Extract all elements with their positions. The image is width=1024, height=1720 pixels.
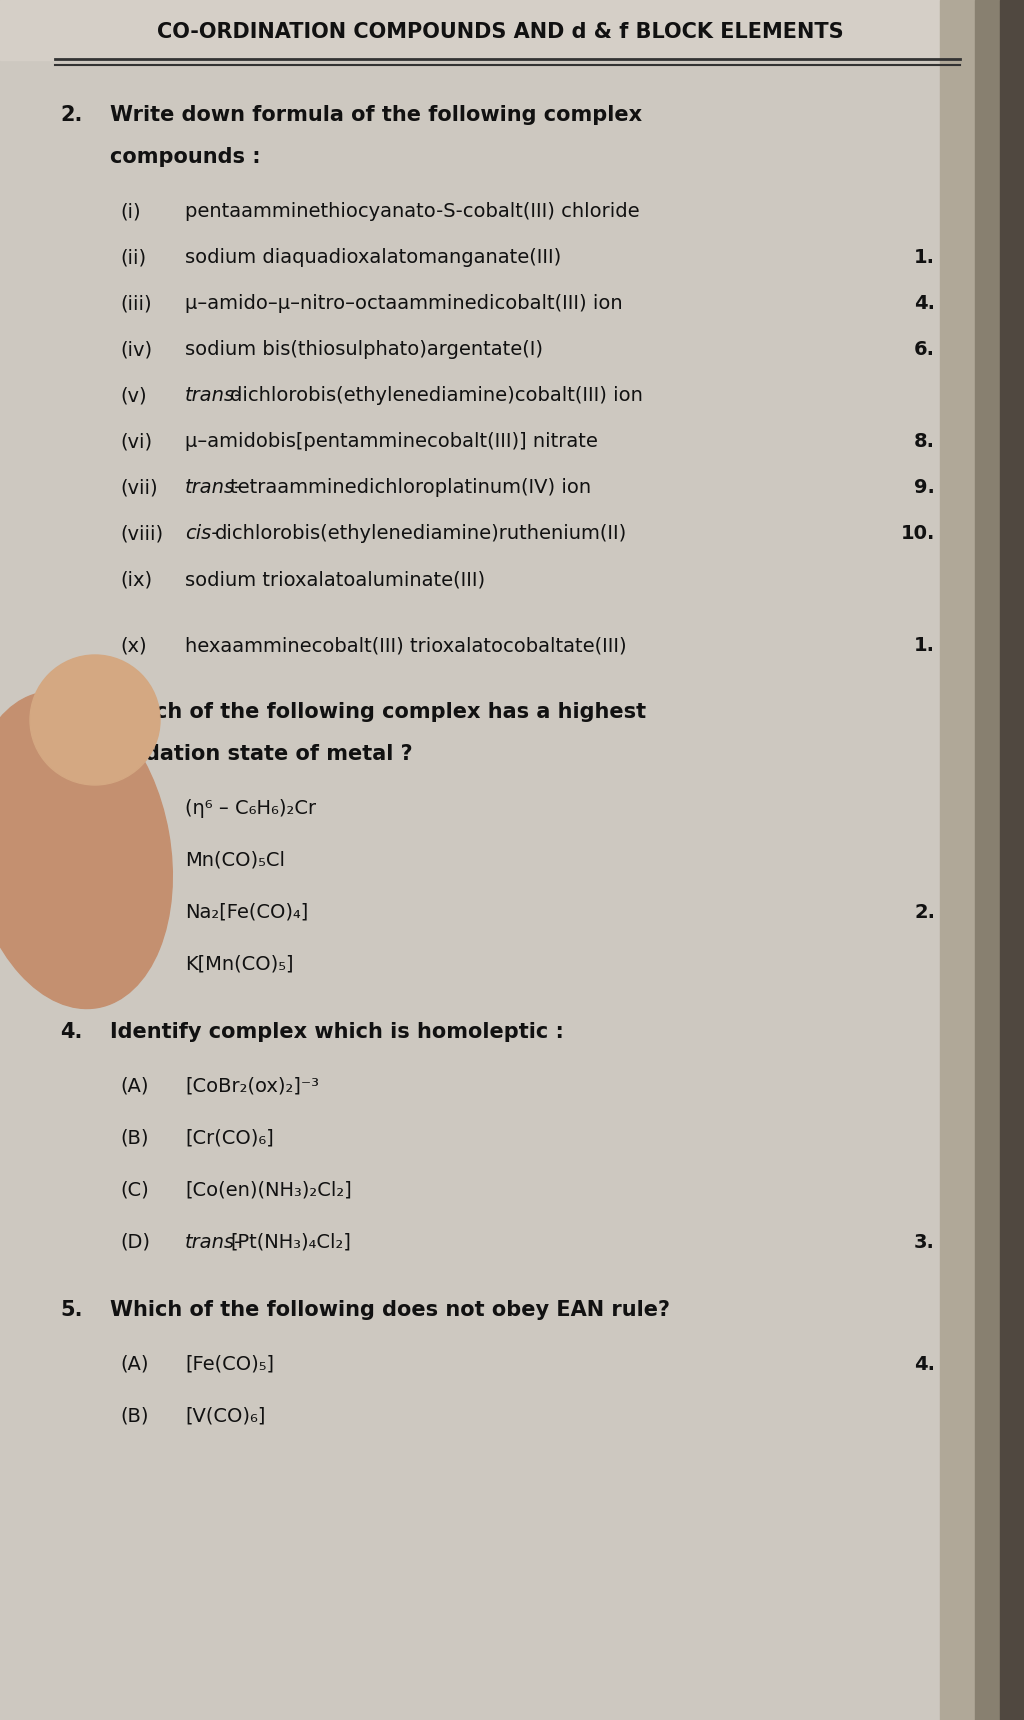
Text: [Co(en)(NH₃)₂Cl₂]: [Co(en)(NH₃)₂Cl₂] <box>185 1182 352 1201</box>
Text: Na₂[Fe(CO)₄]: Na₂[Fe(CO)₄] <box>185 903 308 922</box>
Text: Mn(CO)₅Cl: Mn(CO)₅Cl <box>185 851 285 870</box>
Text: cis-: cis- <box>185 525 218 544</box>
Text: (C): (C) <box>120 1182 148 1201</box>
Text: K[Mn(CO)₅]: K[Mn(CO)₅] <box>185 955 294 974</box>
Text: sodium bis(thiosulphato)argentate(I): sodium bis(thiosulphato)argentate(I) <box>185 341 543 359</box>
Bar <box>940 0 1024 1720</box>
Text: (A): (A) <box>120 1355 148 1374</box>
Text: [Cr(CO)₆]: [Cr(CO)₆] <box>185 1128 273 1147</box>
Text: 5.: 5. <box>60 1300 83 1319</box>
Text: 4.: 4. <box>914 1355 935 1374</box>
Text: Identify complex which is homoleptic :: Identify complex which is homoleptic : <box>110 1022 564 1042</box>
Text: (B): (B) <box>120 1128 148 1147</box>
Text: Which of the following does not obey EAN rule?: Which of the following does not obey EAN… <box>110 1300 670 1319</box>
Text: CO-ORDINATION COMPOUNDS AND d & f BLOCK ELEMENTS: CO-ORDINATION COMPOUNDS AND d & f BLOCK … <box>157 22 844 41</box>
Text: 3.: 3. <box>60 702 82 722</box>
Text: 10.: 10. <box>901 525 935 544</box>
Text: 6.: 6. <box>914 341 935 359</box>
Text: (ii): (ii) <box>120 248 146 267</box>
Text: sodium diaquadioxalatomanganate(III): sodium diaquadioxalatomanganate(III) <box>185 248 561 267</box>
Text: [Pt(NH₃)₄Cl₂]: [Pt(NH₃)₄Cl₂] <box>230 1233 351 1252</box>
Text: 2.: 2. <box>914 903 935 922</box>
Text: μ–amido–μ–nitro–octaamminedicobalt(III) ion: μ–amido–μ–nitro–octaamminedicobalt(III) … <box>185 294 623 313</box>
Text: 4.: 4. <box>914 294 935 313</box>
Text: hexaamminecobalt(III) trioxalatocobaltate(III): hexaamminecobalt(III) trioxalatocobaltat… <box>185 636 627 655</box>
Text: 4.: 4. <box>60 1022 82 1042</box>
Text: (iv): (iv) <box>120 341 153 359</box>
Text: dichlorobis(ethylenediamine)ruthenium(II): dichlorobis(ethylenediamine)ruthenium(II… <box>215 525 628 544</box>
Text: 8.: 8. <box>914 432 935 451</box>
Ellipse shape <box>30 655 160 784</box>
Bar <box>1000 0 1024 1720</box>
Text: 1.: 1. <box>914 636 935 655</box>
Text: (vii): (vii) <box>120 478 158 497</box>
Text: 1.: 1. <box>914 248 935 267</box>
Text: (x): (x) <box>120 636 146 655</box>
Text: (C): (C) <box>120 903 148 922</box>
Text: [Fe(CO)₅]: [Fe(CO)₅] <box>185 1355 274 1374</box>
Text: 2.: 2. <box>60 105 82 126</box>
Text: (i): (i) <box>120 201 140 220</box>
Text: trans-: trans- <box>185 1233 242 1252</box>
Text: Write down formula of the following complex: Write down formula of the following comp… <box>110 105 642 126</box>
Bar <box>975 0 1024 1720</box>
Text: (B): (B) <box>120 851 148 870</box>
Text: (B): (B) <box>120 1407 148 1426</box>
Text: sodium trioxalatoaluminate(III): sodium trioxalatoaluminate(III) <box>185 569 485 588</box>
Text: 3.: 3. <box>914 1233 935 1252</box>
Text: (vi): (vi) <box>120 432 153 451</box>
Text: Which of the following complex has a highest: Which of the following complex has a hig… <box>110 702 646 722</box>
Text: [CoBr₂(ox)₂]⁻³: [CoBr₂(ox)₂]⁻³ <box>185 1077 319 1096</box>
Text: trans-: trans- <box>185 385 242 404</box>
Text: 9.: 9. <box>914 478 935 497</box>
Text: [V(CO)₆]: [V(CO)₆] <box>185 1407 265 1426</box>
Bar <box>0 0 1024 60</box>
Text: (D): (D) <box>120 955 150 974</box>
Text: trans-: trans- <box>185 478 242 497</box>
Text: dichlorobis(ethylenediamine)cobalt(III) ion: dichlorobis(ethylenediamine)cobalt(III) … <box>230 385 643 404</box>
Text: tetraamminedichloroplatinum(IV) ion: tetraamminedichloroplatinum(IV) ion <box>230 478 591 497</box>
Text: compounds :: compounds : <box>110 146 261 167</box>
Text: (v): (v) <box>120 385 146 404</box>
Text: (A): (A) <box>120 800 148 819</box>
Text: pentaamminethiocyanato-S-cobalt(III) chloride: pentaamminethiocyanato-S-cobalt(III) chl… <box>185 201 640 220</box>
Text: (η⁶ – C₆H₆)₂Cr: (η⁶ – C₆H₆)₂Cr <box>185 800 316 819</box>
Text: (viii): (viii) <box>120 525 163 544</box>
Text: μ–amidobis[pentamminecobalt(III)] nitrate: μ–amidobis[pentamminecobalt(III)] nitrat… <box>185 432 598 451</box>
Text: oxidation state of metal ?: oxidation state of metal ? <box>110 745 413 764</box>
Text: (A): (A) <box>120 1077 148 1096</box>
Ellipse shape <box>0 691 172 1008</box>
Text: (iii): (iii) <box>120 294 152 313</box>
Text: (D): (D) <box>120 1233 150 1252</box>
Text: (ix): (ix) <box>120 569 153 588</box>
